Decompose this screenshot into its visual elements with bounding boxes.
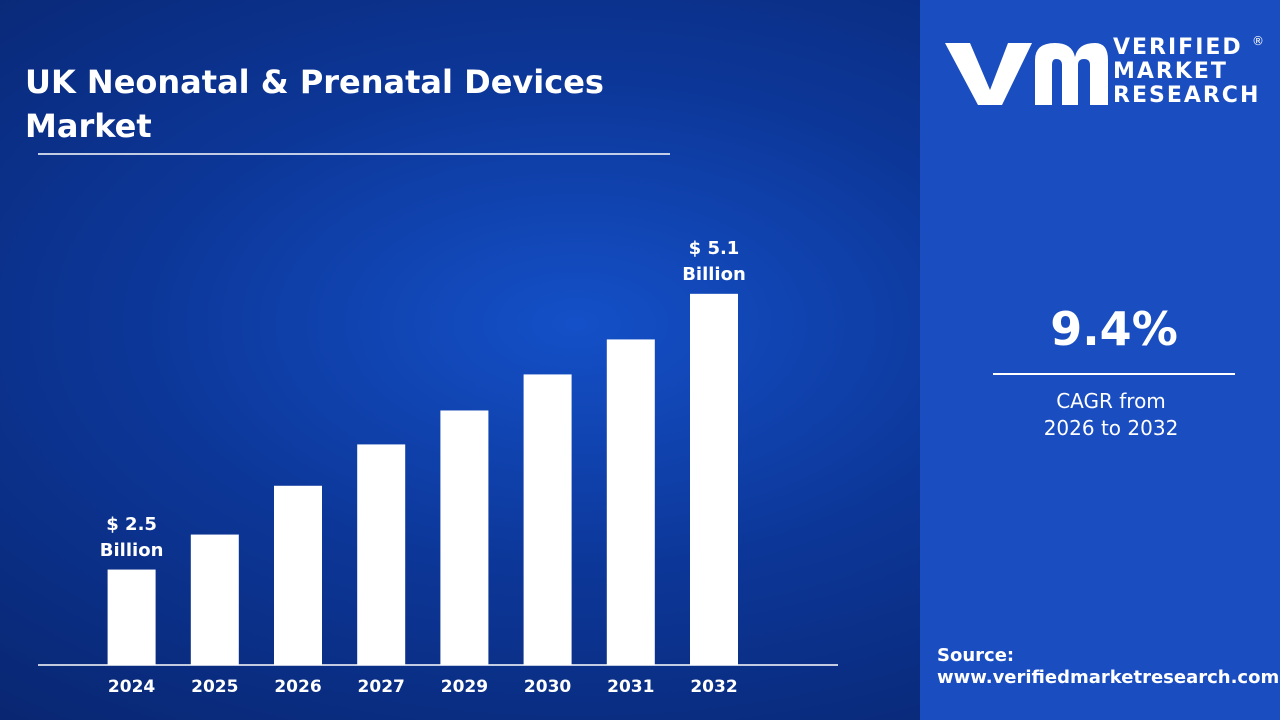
x-tick-label: 2026 [274, 677, 321, 697]
x-tick-label: 2032 [690, 677, 737, 697]
chart-title: UK Neonatal & Prenatal Devices Market [25, 63, 604, 145]
bar [606, 339, 655, 665]
logo-registered: ® [1252, 34, 1264, 48]
x-tick-label: 2030 [524, 677, 571, 697]
logo-line: RESEARCH [1113, 83, 1261, 108]
logo-line: VERIFIED [1113, 35, 1243, 60]
cagr-value: 9.4% [1050, 302, 1178, 356]
bar [190, 534, 239, 665]
logo-line: MARKET [1113, 59, 1228, 84]
bar [440, 410, 489, 665]
side-panel [920, 0, 1280, 720]
chart: 2024 2025 2026 2027 2029 2030 2031 2032 [0, 0, 920, 720]
bar [690, 293, 738, 665]
x-tick-label: 2025 [191, 677, 238, 697]
x-tick-label: 2029 [441, 677, 488, 697]
cagr-label: CAGR from 2026 to 2032 [1043, 389, 1179, 440]
cagr-rule [993, 373, 1235, 375]
value-label: $ 5.1 Billion [682, 237, 746, 285]
bar [523, 374, 572, 665]
source-url: www.verifiedmarketresearch.com [937, 667, 1280, 688]
bar [357, 444, 406, 665]
bar [274, 485, 322, 665]
bar [107, 569, 156, 665]
source-label: Source: [937, 645, 1015, 666]
x-tick-label: 2031 [607, 677, 654, 697]
x-tick-label: 2024 [108, 677, 155, 697]
logo-text: VERIFIED MARKET RESEARCH [1113, 36, 1260, 108]
logo-mark [945, 43, 1108, 105]
x-tick-label: 2027 [358, 677, 405, 697]
value-label: $ 2.5 Billion [99, 513, 164, 561]
